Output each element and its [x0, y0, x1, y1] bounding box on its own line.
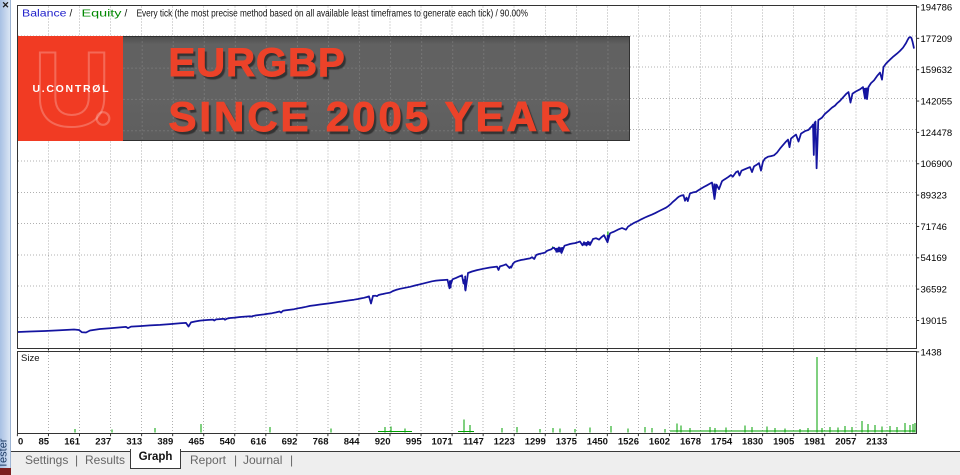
svg-text:313: 313	[126, 437, 142, 448]
svg-text:89323: 89323	[921, 191, 947, 202]
svg-text:1223: 1223	[494, 437, 515, 448]
svg-text:1526: 1526	[618, 437, 639, 448]
svg-text:1754: 1754	[711, 437, 733, 448]
svg-text:106900: 106900	[921, 159, 953, 170]
svg-text:54169: 54169	[921, 253, 947, 264]
svg-text:177209: 177209	[921, 34, 953, 45]
svg-text:142055: 142055	[921, 96, 953, 107]
svg-text:2133: 2133	[866, 437, 887, 448]
svg-text:/: /	[125, 9, 128, 20]
svg-text:Tester: Tester	[0, 438, 10, 468]
svg-text:85: 85	[38, 437, 49, 448]
svg-text:1438: 1438	[921, 347, 942, 358]
svg-text:920: 920	[375, 437, 391, 448]
svg-text:389: 389	[157, 437, 173, 448]
svg-text:Balance: Balance	[22, 9, 67, 20]
svg-text:1450: 1450	[587, 437, 608, 448]
svg-text:1678: 1678	[680, 437, 701, 448]
svg-text:2057: 2057	[835, 437, 856, 448]
svg-text:Size: Size	[21, 353, 39, 364]
svg-text:71746: 71746	[921, 222, 947, 233]
svg-text:159632: 159632	[921, 65, 953, 76]
svg-text:1981: 1981	[804, 437, 826, 448]
svg-text:616: 616	[251, 437, 267, 448]
svg-text:768: 768	[313, 437, 329, 448]
svg-text:540: 540	[219, 437, 235, 448]
svg-text:237: 237	[95, 437, 111, 448]
svg-text:194786: 194786	[921, 2, 953, 13]
svg-text:1071: 1071	[432, 437, 454, 448]
svg-text:995: 995	[406, 437, 423, 448]
svg-text:161: 161	[64, 437, 81, 448]
svg-text:692: 692	[282, 437, 298, 448]
svg-text:124478: 124478	[921, 128, 953, 139]
svg-text:36592: 36592	[921, 285, 947, 296]
svg-text:0: 0	[18, 437, 23, 448]
svg-text:19015: 19015	[921, 316, 947, 327]
svg-text:Every tick (the most precise m: Every tick (the most precise method base…	[137, 9, 529, 20]
svg-text:1375: 1375	[556, 437, 578, 448]
svg-text:1299: 1299	[525, 437, 546, 448]
svg-text:465: 465	[188, 437, 205, 448]
svg-text:1602: 1602	[649, 437, 670, 448]
svg-text:1830: 1830	[742, 437, 763, 448]
svg-text:1905: 1905	[773, 437, 795, 448]
svg-text:/: /	[70, 9, 73, 20]
svg-text:1147: 1147	[463, 437, 484, 448]
svg-text:844: 844	[344, 437, 361, 448]
svg-text:Equity: Equity	[82, 9, 122, 20]
